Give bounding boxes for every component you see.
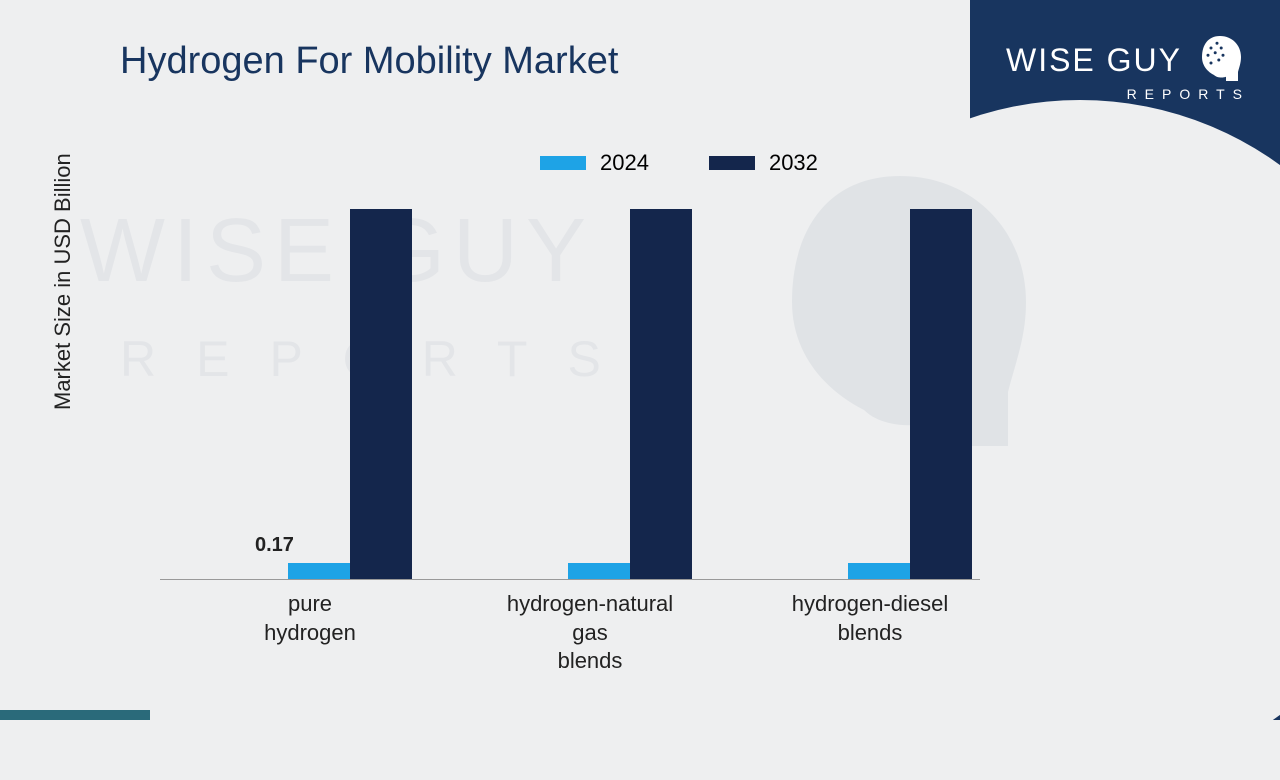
chart-area: Market Size in USD Billion 2024 2032 0.1…: [100, 150, 980, 670]
bottom-accent-bar: [0, 710, 150, 720]
bar-group: [530, 209, 730, 580]
head-icon: [1190, 30, 1250, 90]
bar-2032: [350, 209, 412, 580]
bar-2032: [630, 209, 692, 580]
bar-2024: [848, 563, 910, 579]
legend-label-2032: 2032: [769, 150, 818, 176]
brand-logo: WISE GUY REPORTS: [1006, 30, 1250, 102]
bar-group: [810, 209, 1010, 580]
legend-swatch-2024: [540, 156, 586, 170]
bar-group: [250, 209, 450, 580]
legend-item-2024: 2024: [540, 150, 649, 176]
legend-swatch-2032: [709, 156, 755, 170]
bar-2032: [910, 209, 972, 580]
chart-title: Hydrogen For Mobility Market: [120, 40, 618, 83]
brand-sub: REPORTS: [1006, 86, 1250, 102]
x-axis-label: hydrogen-naturalgasblends: [490, 590, 690, 676]
x-axis-label: hydrogen-dieselblends: [770, 590, 970, 647]
legend-item-2032: 2032: [709, 150, 818, 176]
bar-2024: [288, 563, 350, 579]
brand-name: WISE GUY: [1006, 42, 1182, 79]
x-axis-label: purehydrogen: [210, 590, 410, 647]
value-label: 0.17: [255, 534, 294, 557]
plot-area: 0.17: [160, 200, 980, 580]
legend: 2024 2032: [540, 150, 818, 176]
bar-2024: [568, 563, 630, 579]
legend-label-2024: 2024: [600, 150, 649, 176]
y-axis-label: Market Size in USD Billion: [50, 153, 76, 410]
